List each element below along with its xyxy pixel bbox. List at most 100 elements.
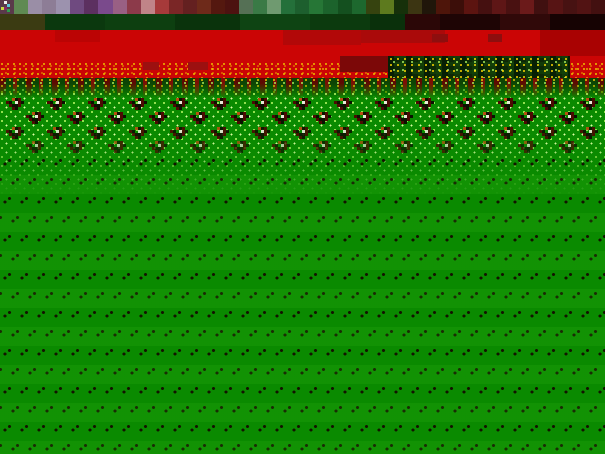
noise-block xyxy=(225,0,240,14)
noise-block xyxy=(14,0,29,14)
bush-sprite xyxy=(231,141,234,144)
bush-sprite xyxy=(477,141,480,144)
noise-block xyxy=(450,0,465,14)
bush-sprite xyxy=(354,141,357,144)
bush-sprite xyxy=(313,112,316,115)
bush-sprite xyxy=(272,112,275,115)
noise-block xyxy=(492,0,507,14)
bush-sprite xyxy=(108,141,111,144)
noise-block xyxy=(337,0,352,14)
bush-sprite xyxy=(211,127,214,130)
bush-sprite xyxy=(26,141,29,144)
bush-sprite xyxy=(354,112,357,115)
bush-sprite xyxy=(436,112,439,115)
noise-block xyxy=(281,0,296,14)
bush-sprite xyxy=(334,98,337,101)
noise-block xyxy=(435,0,450,14)
bush-sprite xyxy=(477,112,480,115)
band-segment xyxy=(370,14,405,30)
bush-sprite xyxy=(293,127,296,130)
bush-sprite xyxy=(149,141,152,144)
bush-sprite xyxy=(26,112,29,115)
row-shading-overlay xyxy=(0,156,605,454)
noise-block xyxy=(576,0,591,14)
noise-block xyxy=(548,0,563,14)
noise-block xyxy=(140,0,155,14)
bush-sprite xyxy=(498,127,501,130)
noise-block xyxy=(534,0,549,14)
bush-sprite xyxy=(190,112,193,115)
red-band-patch xyxy=(55,30,100,42)
bush-sprite xyxy=(47,98,50,101)
bush-sprite xyxy=(231,112,234,115)
bush-sprite xyxy=(539,98,542,101)
bush-sprite xyxy=(457,98,460,101)
bush-sprite xyxy=(539,127,542,130)
bush-sprite xyxy=(375,127,378,130)
bush-sprite xyxy=(416,127,419,130)
noise-block xyxy=(478,0,493,14)
noise-block xyxy=(253,0,268,14)
bush-sprite xyxy=(129,98,132,101)
bush-sprite xyxy=(129,127,132,130)
band-segment xyxy=(500,14,550,30)
glitch-noise-strip xyxy=(0,0,605,14)
bush-sprite xyxy=(559,112,562,115)
glitch-dark-band xyxy=(0,14,605,30)
grass-field xyxy=(0,92,605,454)
noise-block xyxy=(98,0,113,14)
noise-block xyxy=(379,0,394,14)
glitch-sprite xyxy=(1,1,4,4)
red-band-patch xyxy=(143,62,159,70)
noise-block xyxy=(210,0,225,14)
noise-block xyxy=(295,0,310,14)
noise-block xyxy=(112,0,127,14)
bush-sprite xyxy=(149,112,152,115)
bush-sprite xyxy=(580,127,583,130)
noise-block xyxy=(421,0,436,14)
bush-sprite xyxy=(436,141,439,144)
bush-sprite xyxy=(272,141,275,144)
red-band-patch xyxy=(540,30,605,56)
noise-block xyxy=(520,0,535,14)
bush-sprite xyxy=(211,98,214,101)
bush-sprite xyxy=(498,98,501,101)
noise-block xyxy=(464,0,479,14)
bush-sprite xyxy=(67,112,70,115)
bush-sprite xyxy=(252,98,255,101)
bush-sprite xyxy=(375,98,378,101)
bush-sprite xyxy=(190,141,193,144)
bush-sprite xyxy=(313,141,316,144)
noise-block xyxy=(506,0,521,14)
band-segment xyxy=(175,14,240,30)
band-segment xyxy=(440,14,500,30)
red-band-patch xyxy=(188,62,208,70)
red-band-patch xyxy=(361,30,445,43)
noise-block xyxy=(365,0,380,14)
bush-sprite xyxy=(334,127,337,130)
bush-sprite xyxy=(170,98,173,101)
noise-block xyxy=(28,0,43,14)
noise-block xyxy=(590,0,605,14)
bush-sprite xyxy=(395,112,398,115)
noise-block xyxy=(323,0,338,14)
noise-block xyxy=(126,0,141,14)
bush-sprite xyxy=(395,141,398,144)
band-segment xyxy=(105,14,175,30)
bush-sprite xyxy=(88,98,91,101)
grass-tuft-pattern xyxy=(0,156,605,454)
noise-block xyxy=(351,0,366,14)
band-segment xyxy=(240,14,310,30)
bush-sprite xyxy=(170,127,173,130)
bush-sprite xyxy=(88,127,91,130)
noise-block xyxy=(42,0,57,14)
noise-block xyxy=(168,0,183,14)
noise-block xyxy=(196,0,211,14)
noise-block xyxy=(562,0,577,14)
band-segment xyxy=(550,14,605,30)
corrupted-tile-patch xyxy=(340,56,388,72)
corrupted-tiles-right xyxy=(388,56,570,78)
bush-sprite xyxy=(108,112,111,115)
bush-sprite xyxy=(67,141,70,144)
